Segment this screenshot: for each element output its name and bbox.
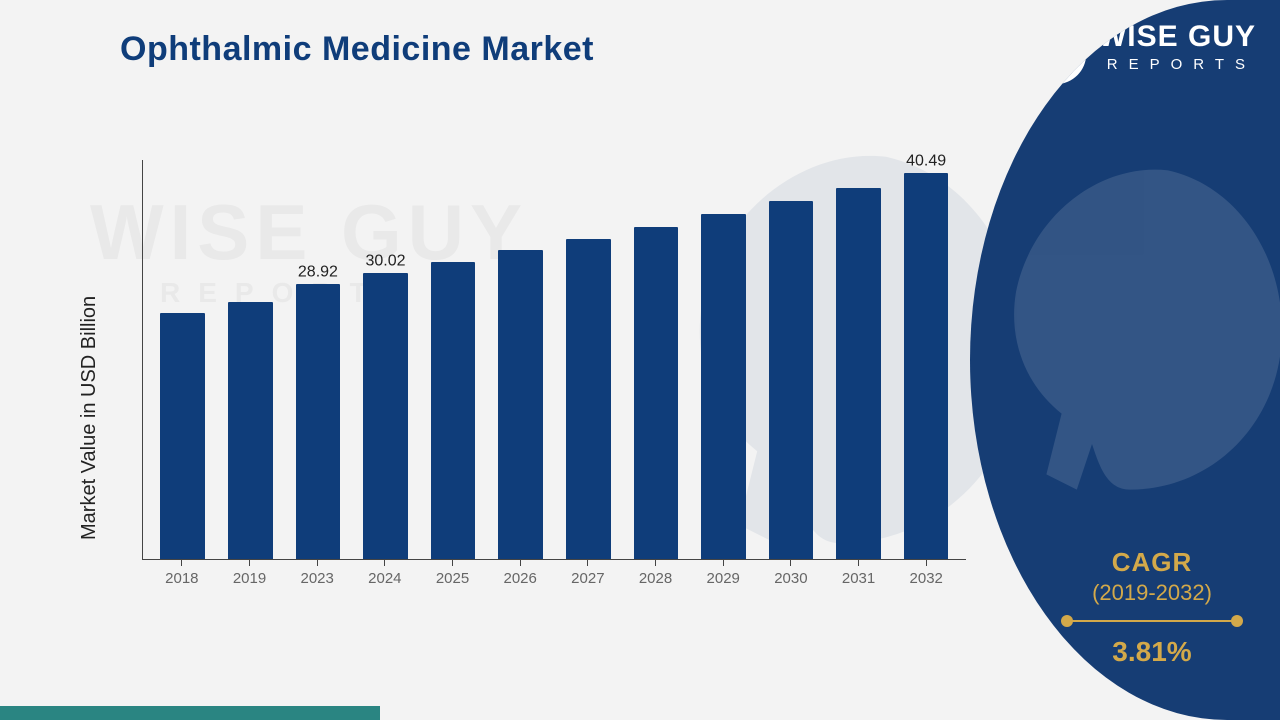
chart-container: Market Value in USD Billion 28.9230.0240… xyxy=(60,160,930,590)
x-tick-label: 2027 xyxy=(554,565,622,595)
x-tick-label: 2031 xyxy=(825,565,893,595)
watermark-head-side xyxy=(970,140,1280,520)
bar-value-label: 28.92 xyxy=(298,263,338,281)
logo-head-icon xyxy=(1020,18,1092,90)
bar-slot xyxy=(757,160,825,559)
bar-slot xyxy=(217,160,285,559)
plot-area: 28.92 30.02 40.49 xyxy=(142,160,966,560)
bar-slot xyxy=(419,160,487,559)
bar-slot xyxy=(622,160,690,559)
x-tick-label: 2025 xyxy=(419,565,487,595)
bar-slot: 28.92 xyxy=(284,160,352,559)
bar-slot xyxy=(554,160,622,559)
cagr-range: (2019-2032) xyxy=(1052,580,1252,606)
logo: WISE GUY REPORTS xyxy=(1098,22,1256,73)
side-panel: WISE GUY REPORTS CAGR (2019-2032) 3.81% xyxy=(970,0,1280,720)
bar xyxy=(498,250,543,559)
bar-slot xyxy=(487,160,555,559)
logo-main-text: WISE GUY xyxy=(1098,22,1256,52)
x-tick-label: 2028 xyxy=(622,565,690,595)
x-tick-label: 2019 xyxy=(216,565,284,595)
bar-slot: 40.49 xyxy=(892,160,960,559)
x-tick-label: 2029 xyxy=(689,565,757,595)
cagr-block: CAGR (2019-2032) 3.81% xyxy=(1052,547,1252,668)
y-axis-label: Market Value in USD Billion xyxy=(78,296,101,540)
bar xyxy=(431,262,476,559)
bar-slot xyxy=(825,160,893,559)
bar xyxy=(566,239,611,559)
cagr-value: 3.81% xyxy=(1052,636,1252,668)
x-tick-label: 2018 xyxy=(148,565,216,595)
bottom-accent-bar xyxy=(0,706,380,720)
bar xyxy=(634,227,679,559)
bar-value-label: 30.02 xyxy=(365,252,405,270)
bar xyxy=(904,173,949,559)
cagr-title: CAGR xyxy=(1052,547,1252,578)
bar xyxy=(836,188,881,559)
bar xyxy=(160,313,205,559)
bar-slot xyxy=(690,160,758,559)
bar-slot: 30.02 xyxy=(352,160,420,559)
x-tick-label: 2026 xyxy=(486,565,554,595)
bar xyxy=(701,214,746,559)
bar-value-label: 40.49 xyxy=(906,153,946,171)
bars-row: 28.92 30.02 40.49 xyxy=(143,160,966,559)
bar xyxy=(228,302,273,559)
x-axis-ticks: 2018201920232024202520262027202820292030… xyxy=(142,565,966,595)
logo-sub-text: REPORTS xyxy=(1098,56,1256,73)
bar xyxy=(296,284,341,559)
x-tick-label: 2023 xyxy=(283,565,351,595)
x-tick-label: 2024 xyxy=(351,565,419,595)
page-root: WISE GUY REPORTS Ophthalmic Medicine Mar… xyxy=(0,0,1280,720)
cagr-divider xyxy=(1067,620,1237,622)
chart-title: Ophthalmic Medicine Market xyxy=(120,30,594,69)
x-tick-label: 2032 xyxy=(892,565,960,595)
main-area: WISE GUY REPORTS Ophthalmic Medicine Mar… xyxy=(0,0,970,720)
x-tick-label: 2030 xyxy=(757,565,825,595)
bar-slot xyxy=(149,160,217,559)
bar xyxy=(769,201,814,559)
bar xyxy=(363,273,408,559)
